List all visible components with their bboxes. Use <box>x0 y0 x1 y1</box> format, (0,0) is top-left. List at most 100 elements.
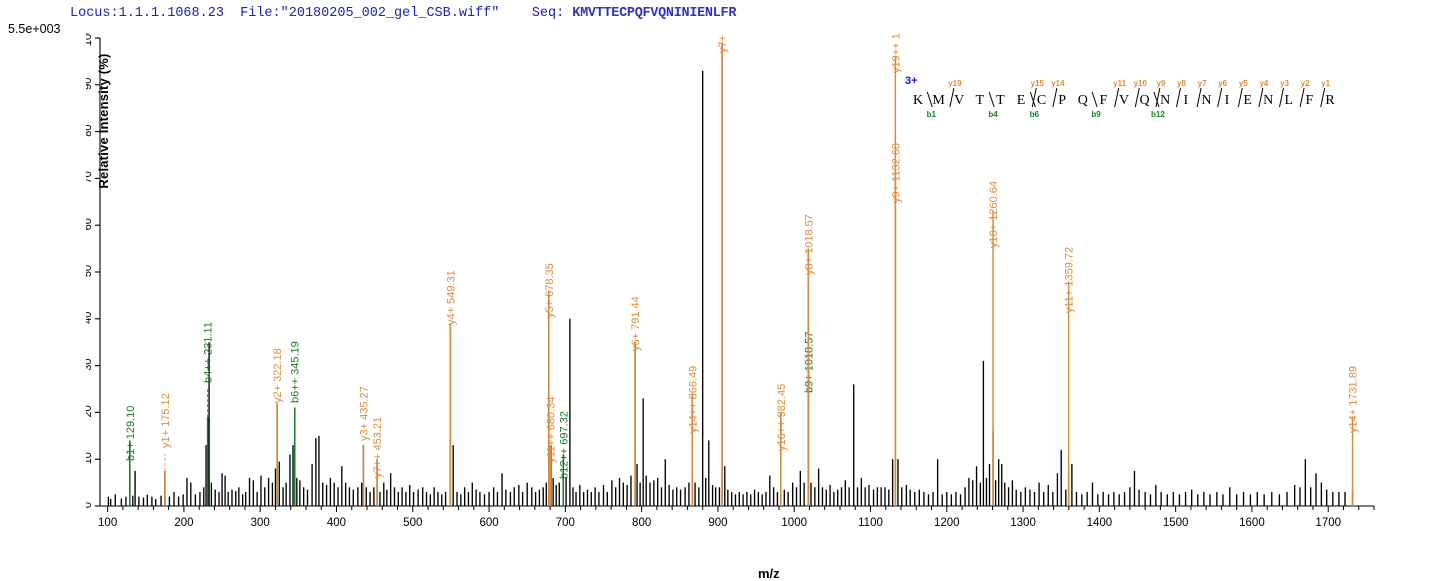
x-tick-label: 800 <box>632 517 651 529</box>
annotated-peak: b1+ 129.10 <box>125 406 137 506</box>
ladder-b-label: b6 <box>1030 110 1040 119</box>
annotated-peak: y11+ 1359.72 <box>1064 247 1076 506</box>
ladder-b-tick <box>926 91 933 108</box>
y-tick-label: 90 <box>86 78 94 90</box>
ladder-y-tick <box>1176 87 1181 108</box>
ladder-residue: I <box>1183 93 1188 108</box>
peak-annotation-label: b4++ 231.11 <box>203 322 215 383</box>
annotated-peak: y7+ 905.46 <box>717 33 729 506</box>
ladder-residue: Q <box>1140 93 1150 108</box>
x-tick-label: 300 <box>251 517 270 529</box>
ladder-y-tick <box>1196 87 1202 108</box>
ladder-y-label: y19 <box>948 79 962 88</box>
ladder-residue: I <box>1225 93 1230 108</box>
annotated-peak: y14++ 866.49 <box>687 366 699 506</box>
ladder-residue: V <box>1119 93 1129 108</box>
y-tick-label: 10 <box>86 452 94 464</box>
ladder-residue: L <box>1285 93 1294 108</box>
x-tick-label: 1000 <box>781 517 807 529</box>
y-tick-label: 0 <box>86 502 94 508</box>
ladder-b-label: b12 <box>1151 110 1165 119</box>
ladder-residue: P <box>1058 93 1066 108</box>
ladder-residue: E <box>1017 93 1026 108</box>
ladder-y-tick <box>1320 87 1326 108</box>
peak-annotation-label: y7++ 453.21 <box>372 417 384 478</box>
peak-annotation-label: y14+ 1731.89 <box>1348 366 1360 433</box>
y-tick-label: 40 <box>86 312 94 324</box>
ladder-residue: M <box>932 93 945 108</box>
spectrum-viewer: Locus:1.1.1.1068.23 File:"20180205_002_g… <box>8 6 1376 581</box>
ladder-y-tick <box>1258 87 1264 108</box>
ladder-b-label: b4 <box>988 110 998 119</box>
y-tick-label: 80 <box>86 124 94 136</box>
ladder-y-tick <box>1031 87 1037 108</box>
x-tick-label: 900 <box>708 517 727 529</box>
ladder-y-tick <box>1134 87 1140 108</box>
x-tick-label: 500 <box>403 517 422 529</box>
ladder-y-label: y3 <box>1280 79 1289 88</box>
peak-annotation-label: y5+ 678.35 <box>544 263 556 318</box>
annotated-peak: y9+ 1132.60 <box>890 143 902 506</box>
annotated-peak: y1+ 175.12 <box>160 393 172 506</box>
annotated-peak: y10+ 1260.64 <box>988 181 1000 506</box>
ladder-b-tick <box>1153 91 1160 108</box>
spectrum-header: Locus:1.1.1.1068.23 File:"20180205_002_g… <box>70 6 736 21</box>
x-tick-label: 1200 <box>934 517 960 529</box>
ladder-y-tick <box>1217 87 1223 108</box>
ladder-residue: N <box>1201 93 1211 108</box>
annotated-peak: b4++ 231.11 <box>203 322 215 506</box>
annotated-peak: y7++ 453.21 <box>372 417 384 506</box>
peak-annotation-label: y3+ 435.27 <box>358 386 370 441</box>
annotated-peak: b9+ 1018.57 <box>803 332 815 506</box>
x-tick-label: 600 <box>479 517 498 529</box>
peak-annotation-label: b6++ 345.19 <box>290 341 302 403</box>
ladder-y-label: y10 <box>1134 79 1148 88</box>
x-tick-label: 1300 <box>1010 517 1036 529</box>
ladder-b-label: b9 <box>1091 110 1101 119</box>
x-tick-label: 400 <box>327 517 346 529</box>
peak-annotation-label: y7+ 905.46 <box>717 33 729 53</box>
peak-annotation-label: y10+ 1260.64 <box>988 181 1000 248</box>
ladder-residue: N <box>1263 93 1273 108</box>
y-tick-label: 100 <box>86 33 94 46</box>
x-tick-label: 1400 <box>1087 517 1113 529</box>
x-tick-label: 700 <box>556 517 575 529</box>
ladder-y-label: y6 <box>1218 79 1227 88</box>
ladder-b-tick <box>988 91 995 108</box>
x-tick-label: 1600 <box>1239 517 1265 529</box>
ladder-y-label: y8 <box>1177 79 1186 88</box>
ladder-y-tick <box>1155 87 1161 108</box>
y-axis-label: Relative Intensity (%) <box>96 53 111 189</box>
annotated-peak: y16++ 982.45 <box>776 384 788 506</box>
ladder-residue: K <box>913 93 923 108</box>
ladder-residue: E <box>1243 93 1252 108</box>
x-tick-label: 1100 <box>858 517 883 529</box>
ladder-y-tick <box>1279 87 1284 108</box>
spectrum-plot: 0 10 20 30 40 50 60 70 80 90 100 100 200 300 400 500 600… <box>86 33 1376 581</box>
ladder-residue: R <box>1325 93 1335 108</box>
ladder-y-label: y15 <box>1031 79 1045 88</box>
ladder-y-label: y7 <box>1198 79 1207 88</box>
peak-annotation-label: b9+ 1018.57 <box>803 332 815 393</box>
ladder-residue: C <box>1037 93 1046 108</box>
y-tick-label: 70 <box>86 171 94 183</box>
peak-annotation-label: y11++ 680.34 <box>545 397 557 463</box>
ladder-y-label: y9 <box>1156 79 1165 88</box>
ladder-b-tick <box>1091 91 1098 108</box>
ladder-y-label: y5 <box>1239 79 1248 88</box>
ladder-y-tick <box>1052 87 1058 108</box>
ladder-residue: V <box>954 93 964 108</box>
ladder-y-tick <box>1114 87 1120 108</box>
ladder-y-tick <box>1237 87 1243 108</box>
annotated-peak: y6+ 791.44 <box>630 296 642 506</box>
ladder-residue: F <box>1100 93 1108 108</box>
annotated-peak: y5+ 678.35 <box>544 263 556 506</box>
annotated-peak: b6++ 345.19 <box>290 341 302 506</box>
y-tick-label: 50 <box>86 265 94 277</box>
peak-annotation-label: y11+ 1359.72 <box>1064 247 1076 313</box>
locus-file-text: Locus:1.1.1.1068.23 File:"20180205_002_g… <box>70 6 573 21</box>
x-tick-label: 1700 <box>1315 517 1341 529</box>
charge-state-label: 3+ <box>905 75 918 87</box>
peak-annotation-label: y4+ 549.31 <box>445 270 457 325</box>
